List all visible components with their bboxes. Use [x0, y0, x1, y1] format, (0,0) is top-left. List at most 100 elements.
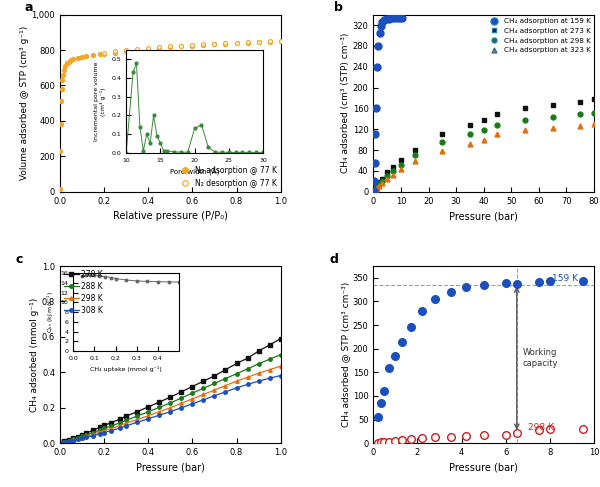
Y-axis label: CH₄ adsorbed @ STP (cm³ cm⁻³): CH₄ adsorbed @ STP (cm³ cm⁻³): [341, 282, 350, 427]
288 K: [134, 413, 141, 419]
308 K: [101, 430, 108, 435]
308 K: [167, 409, 174, 414]
278 K: [155, 399, 163, 405]
Text: d: d: [329, 253, 338, 265]
288 K: [189, 390, 196, 396]
288 K: [79, 433, 86, 439]
Text: 159 K: 159 K: [552, 274, 578, 283]
288 K: [178, 395, 185, 401]
298 K: [61, 439, 68, 445]
288 K: [74, 435, 81, 441]
308 K: [134, 419, 141, 425]
298 K: [70, 437, 77, 443]
308 K: [255, 378, 262, 384]
288 K: [211, 380, 218, 386]
288 K: [89, 430, 97, 435]
288 K: [277, 352, 284, 357]
298 K: [266, 367, 273, 373]
308 K: [96, 431, 103, 437]
288 K: [107, 423, 115, 429]
Line: 308 K: 308 K: [58, 374, 283, 445]
288 K: [266, 356, 273, 362]
278 K: [101, 423, 108, 429]
298 K: [178, 400, 185, 406]
298 K: [189, 396, 196, 402]
308 K: [155, 412, 163, 418]
308 K: [122, 423, 130, 429]
308 K: [83, 434, 90, 440]
Y-axis label: CH₄ adsorbed (cm³ (STP) cm⁻³): CH₄ adsorbed (cm³ (STP) cm⁻³): [341, 33, 350, 173]
308 K: [222, 389, 229, 395]
278 K: [56, 440, 64, 446]
298 K: [89, 431, 97, 437]
Text: Working
capacity: Working capacity: [522, 349, 558, 368]
298 K: [200, 392, 207, 397]
Text: a: a: [25, 1, 33, 14]
308 K: [266, 375, 273, 381]
288 K: [101, 426, 108, 431]
298 K: [277, 363, 284, 369]
308 K: [244, 381, 251, 387]
288 K: [65, 438, 73, 444]
298 K: [83, 433, 90, 439]
298 K: [244, 375, 251, 380]
Legend: N₂ adsorption @ 77 K, N₂ desorption @ 77 K: N₂ adsorption @ 77 K, N₂ desorption @ 77…: [177, 166, 277, 188]
308 K: [233, 385, 240, 391]
298 K: [211, 387, 218, 393]
298 K: [65, 438, 73, 444]
278 K: [277, 336, 284, 341]
298 K: [116, 423, 123, 429]
308 K: [74, 436, 81, 442]
298 K: [134, 417, 141, 423]
288 K: [155, 405, 163, 411]
Text: b: b: [334, 1, 343, 14]
Text: 298 K: 298 K: [528, 423, 554, 432]
288 K: [145, 409, 152, 415]
298 K: [155, 409, 163, 414]
278 K: [266, 342, 273, 348]
308 K: [211, 393, 218, 399]
288 K: [96, 427, 103, 433]
308 K: [116, 425, 123, 431]
X-axis label: Pressure (bar): Pressure (bar): [136, 463, 205, 472]
Text: c: c: [16, 253, 23, 265]
278 K: [233, 360, 240, 366]
298 K: [56, 440, 64, 446]
308 K: [178, 405, 185, 411]
288 K: [200, 385, 207, 391]
278 K: [116, 416, 123, 422]
Line: 298 K: 298 K: [58, 364, 283, 445]
278 K: [83, 430, 90, 436]
278 K: [89, 427, 97, 433]
308 K: [189, 401, 196, 407]
298 K: [96, 429, 103, 435]
308 K: [56, 440, 64, 446]
X-axis label: Pressure (bar): Pressure (bar): [449, 211, 518, 221]
288 K: [83, 432, 90, 438]
308 K: [70, 438, 77, 444]
298 K: [79, 434, 86, 440]
288 K: [116, 420, 123, 426]
278 K: [79, 432, 86, 438]
298 K: [233, 378, 240, 384]
308 K: [200, 397, 207, 403]
308 K: [65, 438, 73, 444]
278 K: [74, 434, 81, 440]
X-axis label: Relative pressure (P/P₀): Relative pressure (P/P₀): [113, 211, 228, 221]
Y-axis label: CH₄ adsorbed (mmol g⁻¹): CH₄ adsorbed (mmol g⁻¹): [30, 298, 39, 412]
298 K: [122, 420, 130, 426]
298 K: [255, 370, 262, 376]
278 K: [222, 367, 229, 373]
278 K: [255, 348, 262, 354]
308 K: [145, 416, 152, 422]
288 K: [255, 361, 262, 367]
308 K: [89, 433, 97, 439]
308 K: [79, 435, 86, 441]
288 K: [70, 436, 77, 442]
Legend: 278 K, 288 K, 298 K, 308 K: 278 K, 288 K, 298 K, 308 K: [64, 270, 103, 315]
278 K: [145, 404, 152, 410]
308 K: [277, 373, 284, 378]
278 K: [107, 420, 115, 426]
X-axis label: Pressure (bar): Pressure (bar): [449, 463, 518, 472]
278 K: [61, 438, 68, 444]
